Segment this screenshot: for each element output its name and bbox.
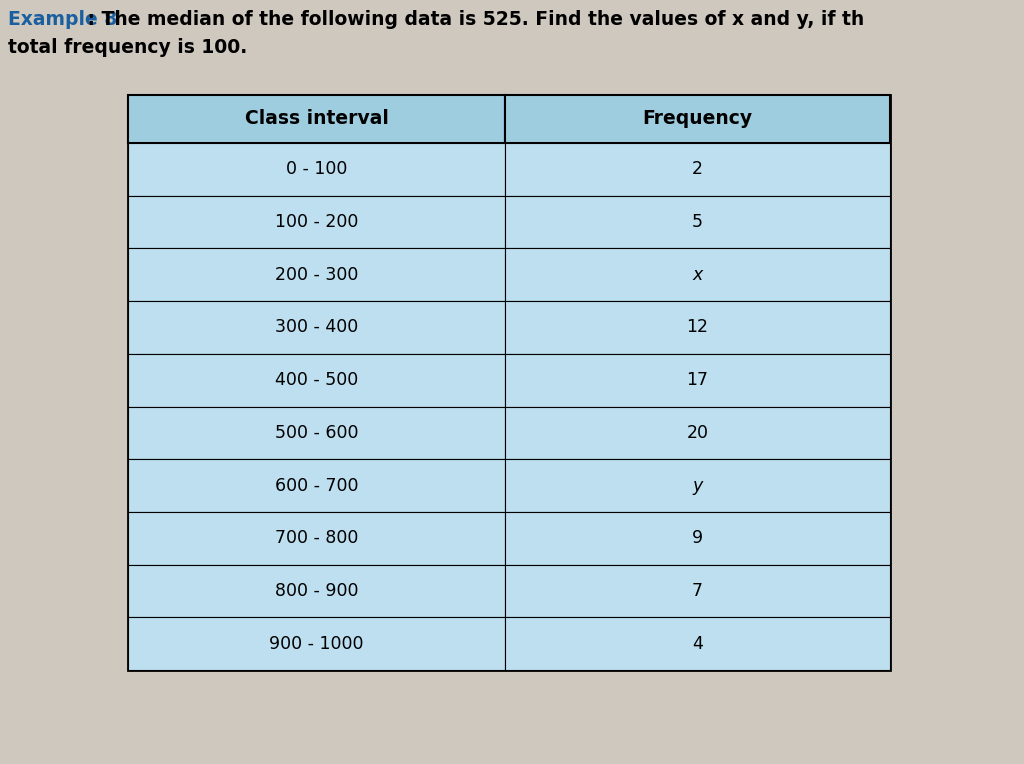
Text: 17: 17 xyxy=(687,371,709,389)
Text: 500 - 600: 500 - 600 xyxy=(274,424,358,442)
Text: Class interval: Class interval xyxy=(245,109,388,128)
Text: 300 - 400: 300 - 400 xyxy=(275,319,358,336)
Text: 9: 9 xyxy=(692,529,703,547)
Text: y: y xyxy=(692,477,702,494)
Text: 400 - 500: 400 - 500 xyxy=(275,371,358,389)
Text: 800 - 900: 800 - 900 xyxy=(274,582,358,600)
Text: Example 8: Example 8 xyxy=(8,10,118,29)
Text: 200 - 300: 200 - 300 xyxy=(274,266,358,283)
Text: 700 - 800: 700 - 800 xyxy=(274,529,358,547)
Text: x: x xyxy=(692,266,702,283)
Text: Frequency: Frequency xyxy=(642,109,753,128)
Text: : The median of the following data is 525. Find the values of x and y, if th: : The median of the following data is 52… xyxy=(81,10,864,29)
Text: 900 - 1000: 900 - 1000 xyxy=(269,635,364,652)
Text: 20: 20 xyxy=(687,424,709,442)
Text: 600 - 700: 600 - 700 xyxy=(274,477,358,494)
Text: 7: 7 xyxy=(692,582,703,600)
Text: 5: 5 xyxy=(692,213,703,231)
Text: total frequency is 100.: total frequency is 100. xyxy=(8,38,247,57)
Text: 4: 4 xyxy=(692,635,703,652)
Text: 12: 12 xyxy=(687,319,709,336)
Text: 0 - 100: 0 - 100 xyxy=(286,160,347,178)
Text: 2: 2 xyxy=(692,160,703,178)
Text: 100 - 200: 100 - 200 xyxy=(274,213,358,231)
